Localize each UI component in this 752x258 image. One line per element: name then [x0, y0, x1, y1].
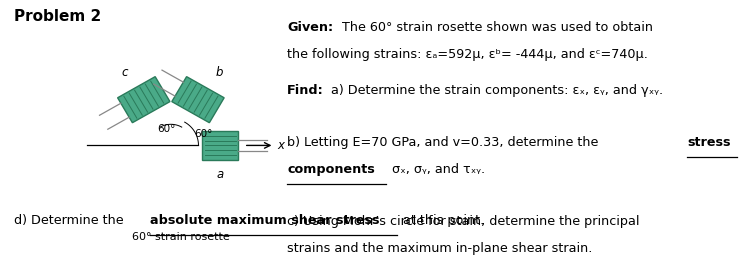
Bar	[171, 77, 224, 123]
Text: d) Determine the: d) Determine the	[14, 214, 128, 227]
Text: at this point.: at this point.	[399, 214, 484, 227]
Text: The 60° strain rosette shown was used to obtain: The 60° strain rosette shown was used to…	[342, 21, 653, 34]
Text: b: b	[216, 66, 223, 79]
Text: strains and the maximum in-plane shear strain.: strains and the maximum in-plane shear s…	[287, 242, 593, 255]
Text: stress: stress	[687, 135, 731, 149]
Text: 60° strain rosette: 60° strain rosette	[132, 232, 229, 243]
Text: a) Determine the strain components: εₓ, εᵧ, and γₓᵧ.: a) Determine the strain components: εₓ, …	[331, 84, 663, 96]
Text: components: components	[287, 163, 375, 176]
Text: a: a	[217, 168, 224, 181]
Text: Problem 2: Problem 2	[14, 9, 102, 24]
Text: 60°: 60°	[195, 129, 213, 139]
Text: Find:: Find:	[287, 84, 324, 96]
Text: c) Using Mohr’s circle for stain, determine the principal: c) Using Mohr’s circle for stain, determ…	[287, 215, 640, 228]
Text: c: c	[122, 66, 128, 79]
Text: σₓ, σᵧ, and τₓᵧ.: σₓ, σᵧ, and τₓᵧ.	[388, 163, 485, 176]
Bar	[117, 77, 170, 123]
Text: absolute maximum shear stress: absolute maximum shear stress	[150, 214, 380, 227]
Text: x: x	[277, 139, 284, 152]
Text: the following strains: εₐ=592μ, εᵇ= -444μ, and εᶜ=740μ.: the following strains: εₐ=592μ, εᵇ= -444…	[287, 48, 648, 61]
Text: 60°: 60°	[157, 124, 175, 134]
Text: b) Letting E=70 GPa, and v=0.33, determine the: b) Letting E=70 GPa, and v=0.33, determi…	[287, 135, 602, 149]
Text: Given:: Given:	[287, 21, 333, 34]
Bar	[202, 131, 238, 160]
